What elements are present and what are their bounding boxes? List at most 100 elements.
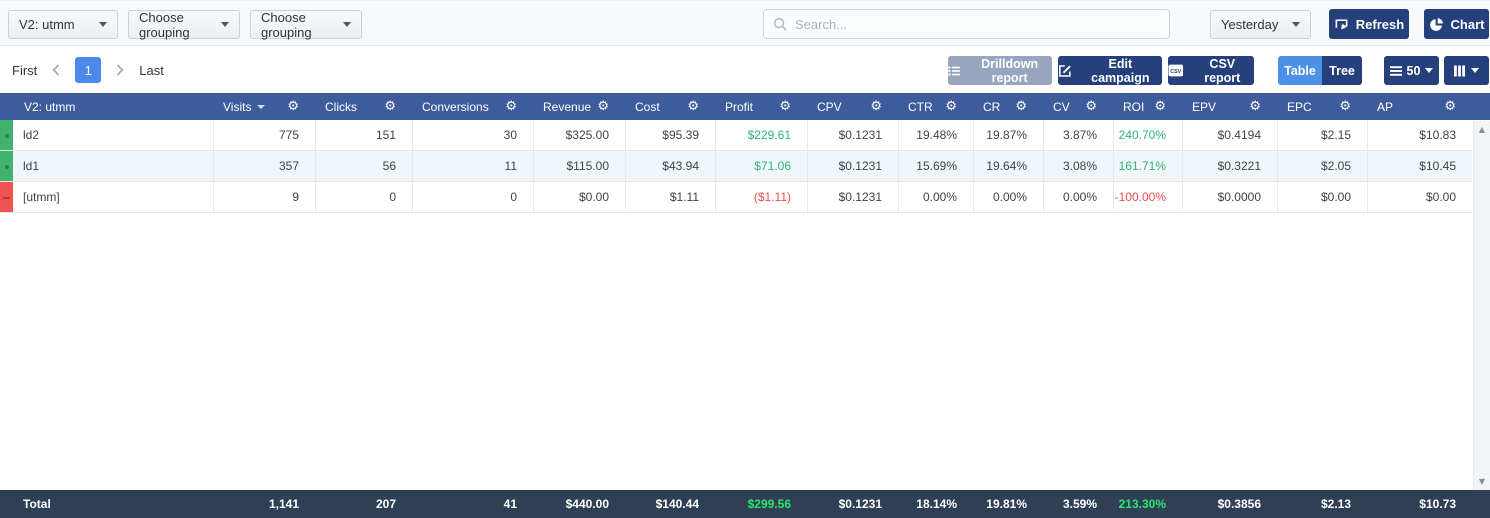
pagination: First 1 Last [12, 47, 164, 93]
col-header-epv[interactable]: EPV ⚙ [1182, 93, 1277, 120]
gear-icon[interactable]: ⚙ [1154, 99, 1166, 114]
col-header-cr[interactable]: CR ⚙ [973, 93, 1043, 120]
col-header-cpv[interactable]: CPV ⚙ [807, 93, 898, 120]
cell-profit: $229.61 [715, 120, 807, 150]
chevron-left-icon[interactable] [52, 64, 60, 76]
col-header-roi[interactable]: ROI ⚙ [1113, 93, 1182, 120]
gear-icon[interactable]: ⚙ [1085, 99, 1097, 114]
refresh-label: Refresh [1355, 16, 1405, 32]
status-red-indicator [0, 182, 13, 212]
cell-cost: $1.11 [625, 182, 715, 212]
col-header-name[interactable]: V2: utmm [0, 93, 213, 120]
cell-cost: $43.94 [625, 151, 715, 181]
pagination-last[interactable]: Last [139, 62, 164, 78]
col-header-visits[interactable]: Visits ⚙ [213, 93, 315, 120]
grouping-select-2[interactable]: Choose grouping [250, 10, 362, 40]
cell-cv: 3.87% [1043, 120, 1113, 150]
cell-visits: 9 [213, 182, 315, 212]
gear-icon[interactable]: ⚙ [687, 99, 699, 114]
cell-clicks: 0 [315, 182, 412, 212]
gear-icon[interactable]: ⚙ [1444, 99, 1456, 114]
search-input[interactable] [795, 16, 1160, 32]
gear-icon[interactable]: ⚙ [597, 99, 609, 114]
variable-select[interactable]: V2: utmm [8, 10, 118, 39]
scroll-down-icon[interactable]: ▼ [1478, 477, 1486, 486]
gear-icon[interactable]: ⚙ [505, 99, 517, 114]
indicator-glyph [4, 133, 9, 138]
row-name: [utmm] [23, 190, 60, 204]
col-header-label: CR [983, 99, 1001, 114]
col-header-label: AP [1377, 99, 1394, 114]
grouping-select-1-value: Choose grouping [139, 9, 190, 40]
cell-roi: 240.70% [1113, 120, 1182, 150]
table-total-row: Total 1,141 207 41 $440.00 $140.44 $299.56 $0.1… [0, 490, 1490, 518]
col-header-revenue[interactable]: Revenue ⚙ [533, 93, 625, 120]
total-epv: $0.3856 [1217, 497, 1261, 511]
row-name: ld1 [23, 159, 40, 173]
csv-file-icon: CSV [1168, 64, 1184, 77]
cell-conversions: 11 [412, 151, 533, 181]
gear-icon[interactable]: ⚙ [1339, 99, 1351, 114]
total-cost: $140.44 [655, 497, 699, 511]
col-header-label: CPV [817, 99, 842, 114]
table-row[interactable]: ld1 357 56 11 $115.00 $43.94 $71.06 $0.1231 15.6… [0, 151, 1472, 182]
pie-chart-icon [1429, 17, 1443, 31]
gear-icon[interactable]: ⚙ [870, 99, 882, 114]
date-range-value: Yesterday [1221, 17, 1279, 32]
cell-profit: ($1.11) [715, 182, 807, 212]
cell-epc: $0.00 [1277, 182, 1367, 212]
col-header-label: Visits [223, 99, 252, 114]
chevron-right-icon[interactable] [116, 64, 124, 76]
cell-visits: 357 [213, 151, 315, 181]
view-table-button[interactable]: Table [1278, 56, 1322, 85]
gear-icon[interactable]: ⚙ [945, 99, 957, 114]
drilldown-report-button[interactable]: Drilldown report [948, 56, 1052, 85]
view-tree-label: Tree [1329, 63, 1355, 78]
indicator-glyph [4, 164, 9, 169]
caret-down-icon [1425, 68, 1434, 73]
cell-epv: $0.0000 [1182, 182, 1277, 212]
grouping-select-1[interactable]: Choose grouping [128, 9, 240, 40]
gear-icon[interactable]: ⚙ [779, 99, 791, 114]
date-range-select[interactable]: Yesterday [1210, 10, 1311, 39]
vertical-scrollbar[interactable]: ▲ ▼ [1473, 121, 1490, 490]
search-icon [773, 17, 787, 31]
gear-icon[interactable]: ⚙ [384, 99, 396, 114]
page-size-button[interactable]: 50 [1384, 56, 1439, 85]
drilldown-report-label: Drilldown report [981, 56, 1039, 85]
gear-icon[interactable]: ⚙ [1015, 99, 1027, 114]
pagination-page-1[interactable]: 1 [75, 57, 102, 83]
total-ctr: 18.14% [916, 497, 957, 511]
table-row[interactable]: ld2 775 151 30 $325.00 $95.39 $229.61 $0.1231 19… [0, 120, 1472, 151]
pagination-first[interactable]: First [12, 62, 38, 78]
col-header-ap[interactable]: AP ⚙ [1367, 93, 1472, 120]
col-header-label: Conversions [422, 99, 489, 114]
col-header-label: Clicks [325, 99, 357, 114]
cell-conversions: 30 [412, 120, 533, 150]
csv-report-button[interactable]: CSV CSV report [1168, 56, 1254, 85]
cell-epc: $2.15 [1277, 120, 1367, 150]
gear-icon[interactable]: ⚙ [287, 99, 299, 114]
gear-icon[interactable]: ⚙ [1249, 99, 1261, 114]
chart-button[interactable]: Chart [1424, 9, 1489, 39]
view-tree-button[interactable]: Tree [1322, 56, 1362, 85]
columns-icon [1454, 65, 1465, 76]
col-header-epc[interactable]: EPC ⚙ [1277, 93, 1367, 120]
col-header-conversions[interactable]: Conversions ⚙ [412, 93, 533, 120]
edit-campaign-button[interactable]: Edit campaign [1058, 56, 1162, 85]
col-header-profit[interactable]: Profit ⚙ [715, 93, 807, 120]
scroll-up-icon[interactable]: ▲ [1478, 125, 1486, 134]
col-header-cost[interactable]: Cost ⚙ [625, 93, 715, 120]
cell-visits: 775 [213, 120, 315, 150]
cell-epv: $0.4194 [1182, 120, 1277, 150]
col-header-clicks[interactable]: Clicks ⚙ [315, 93, 412, 120]
col-header-ctr[interactable]: CTR ⚙ [898, 93, 973, 120]
col-header-label: Profit [725, 99, 754, 114]
col-header-cv[interactable]: CV ⚙ [1043, 93, 1113, 120]
cell-revenue: $325.00 [533, 120, 625, 150]
columns-button[interactable] [1444, 56, 1489, 85]
cell-ap: $10.45 [1367, 151, 1472, 181]
refresh-button[interactable]: Refresh [1329, 9, 1409, 39]
table-row[interactable]: [utmm] 9 0 0 $0.00 $1.11 ($1.11) $0.1231 0.00% 0.… [0, 182, 1472, 213]
